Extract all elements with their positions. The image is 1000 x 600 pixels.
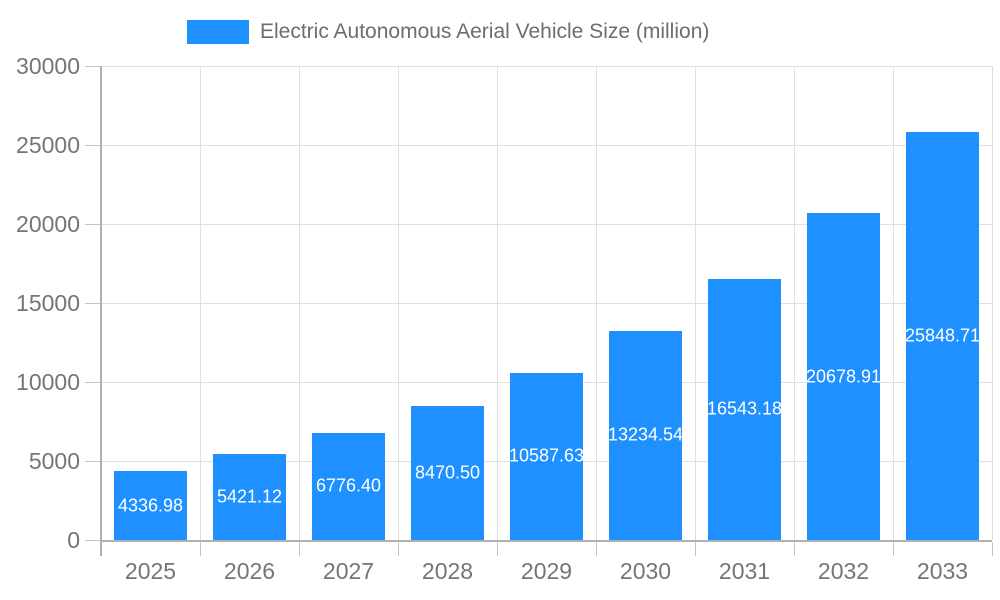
bar-value-label: 16543.18 (706, 398, 783, 419)
x-axis-tick-label: 2025 (124, 558, 177, 584)
v-gridline (893, 66, 894, 540)
v-gridline (794, 66, 795, 540)
x-axis-tick-label: 2029 (520, 558, 573, 584)
bar (807, 213, 880, 540)
h-gridline (101, 66, 992, 67)
v-gridline (497, 66, 498, 540)
bar-value-label: 20678.91 (805, 366, 882, 387)
legend[interactable]: Electric Autonomous Aerial Vehicle Size … (187, 18, 709, 46)
x-tick-mark (695, 542, 696, 556)
h-gridline (101, 145, 992, 146)
x-tick-mark (992, 542, 993, 556)
bar-value-label: 10587.63 (508, 445, 585, 466)
y-axis-line (100, 66, 102, 556)
bar (411, 406, 484, 540)
v-gridline (596, 66, 597, 540)
bar (114, 471, 187, 540)
legend-swatch (187, 20, 249, 44)
legend-label: Electric Autonomous Aerial Vehicle Size … (260, 20, 710, 43)
y-axis-tick-label: 20000 (16, 211, 80, 237)
y-tick-mark (85, 66, 101, 67)
bar-value-label: 8470.50 (414, 462, 481, 483)
x-tick-mark (893, 542, 894, 556)
bar-value-label: 6776.40 (315, 475, 382, 496)
y-axis-tick-label: 0 (67, 527, 80, 553)
bar (708, 278, 781, 540)
h-gridline (101, 303, 992, 304)
y-tick-mark (85, 382, 101, 383)
x-tick-mark (398, 542, 399, 556)
x-axis-tick-label: 2031 (718, 558, 771, 584)
bar-value-label: 5421.12 (216, 486, 283, 507)
v-gridline (398, 66, 399, 540)
y-axis-tick-label: 15000 (16, 290, 80, 316)
bar (906, 131, 979, 540)
x-tick-mark (497, 542, 498, 556)
x-axis-tick-label: 2027 (322, 558, 375, 584)
y-axis-tick-label: 10000 (16, 369, 80, 395)
x-axis-tick-label: 2030 (619, 558, 672, 584)
x-axis-line (101, 540, 992, 542)
y-tick-mark (85, 540, 101, 541)
v-gridline (992, 66, 993, 540)
y-tick-mark (85, 224, 101, 225)
x-axis-tick-label: 2028 (421, 558, 474, 584)
v-gridline (200, 66, 201, 540)
y-tick-mark (85, 461, 101, 462)
y-tick-mark (85, 303, 101, 304)
x-tick-mark (596, 542, 597, 556)
h-gridline (101, 224, 992, 225)
y-axis-tick-label: 5000 (28, 448, 80, 474)
bar (609, 330, 682, 540)
bar (510, 372, 583, 540)
y-tick-mark (85, 145, 101, 146)
bar-value-label: 25848.71 (904, 325, 981, 346)
x-tick-mark (200, 542, 201, 556)
y-axis-tick-label: 25000 (16, 132, 80, 158)
bar-value-label: 4336.98 (117, 495, 184, 516)
x-tick-mark (299, 542, 300, 556)
x-axis-tick-label: 2032 (817, 558, 870, 584)
v-gridline (695, 66, 696, 540)
y-axis-tick-label: 30000 (16, 53, 80, 79)
bar (312, 432, 385, 540)
bar-value-label: 13234.54 (607, 424, 684, 445)
bar (213, 454, 286, 540)
x-axis-tick-label: 2026 (223, 558, 276, 584)
v-gridline (299, 66, 300, 540)
x-axis-tick-label: 2033 (916, 558, 969, 584)
x-tick-mark (794, 542, 795, 556)
